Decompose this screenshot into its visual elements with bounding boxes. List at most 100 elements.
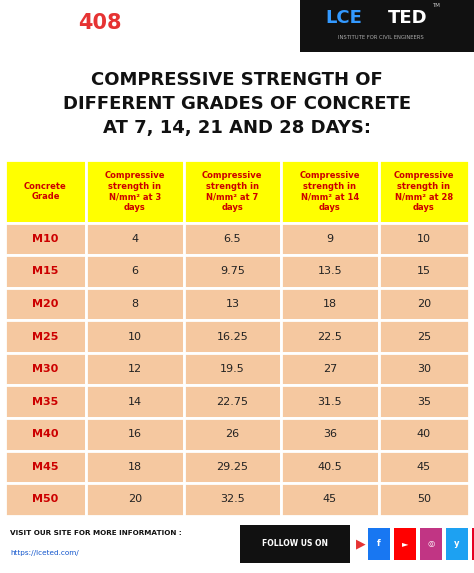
- Bar: [379, 418, 469, 450]
- Text: M35: M35: [32, 397, 58, 407]
- Text: 13.5: 13.5: [318, 266, 342, 276]
- Bar: [379, 483, 469, 516]
- Text: TM: TM: [432, 2, 440, 7]
- Bar: [183, 386, 281, 418]
- Bar: [183, 418, 281, 450]
- Text: ◎: ◎: [428, 539, 435, 548]
- Bar: [240, 525, 350, 563]
- Bar: [379, 320, 469, 353]
- Text: 8: 8: [131, 299, 138, 309]
- Text: 6.5: 6.5: [224, 234, 241, 244]
- Text: M30: M30: [32, 364, 58, 374]
- Text: 408: 408: [78, 13, 121, 33]
- Text: 20: 20: [128, 494, 142, 504]
- Text: M15: M15: [32, 266, 59, 276]
- Bar: [86, 288, 183, 320]
- Text: 6: 6: [131, 266, 138, 276]
- Text: 36: 36: [323, 429, 337, 439]
- Text: M20: M20: [32, 299, 59, 309]
- Bar: [5, 160, 86, 222]
- Text: 10: 10: [417, 234, 431, 244]
- Bar: [281, 483, 379, 516]
- Bar: [86, 160, 183, 222]
- Bar: [420, 528, 442, 560]
- Text: Compressive
strength in
N/mm² at 14
days: Compressive strength in N/mm² at 14 days: [300, 171, 360, 212]
- Text: 18: 18: [128, 462, 142, 472]
- Text: 22.75: 22.75: [216, 397, 248, 407]
- Bar: [379, 255, 469, 288]
- Text: 50: 50: [417, 494, 431, 504]
- Text: 15: 15: [417, 266, 431, 276]
- Bar: [5, 386, 86, 418]
- Bar: [379, 450, 469, 483]
- Text: 9.75: 9.75: [220, 266, 245, 276]
- Text: 10: 10: [128, 332, 142, 342]
- Bar: [183, 450, 281, 483]
- Bar: [86, 483, 183, 516]
- Bar: [379, 386, 469, 418]
- Text: 25: 25: [417, 332, 431, 342]
- Bar: [379, 160, 469, 222]
- Bar: [281, 222, 379, 255]
- Text: 19.5: 19.5: [220, 364, 245, 374]
- Bar: [183, 353, 281, 386]
- Text: M25: M25: [32, 332, 59, 342]
- Bar: [281, 418, 379, 450]
- Bar: [86, 418, 183, 450]
- Text: TIPS: TIPS: [12, 13, 64, 33]
- Text: M40: M40: [32, 429, 59, 439]
- Bar: [281, 353, 379, 386]
- Text: 13: 13: [225, 299, 239, 309]
- Text: ►: ►: [402, 539, 408, 548]
- Bar: [86, 386, 183, 418]
- Bar: [183, 222, 281, 255]
- Text: 4: 4: [131, 234, 138, 244]
- Bar: [5, 222, 86, 255]
- Bar: [5, 450, 86, 483]
- Bar: [472, 528, 474, 560]
- Text: 40: 40: [417, 429, 431, 439]
- Text: INSTITUTE FOR CIVIL ENGINEERS: INSTITUTE FOR CIVIL ENGINEERS: [338, 35, 424, 40]
- Text: 35: 35: [417, 397, 431, 407]
- Text: 14: 14: [128, 397, 142, 407]
- Text: M45: M45: [32, 462, 59, 472]
- Bar: [281, 450, 379, 483]
- Bar: [86, 255, 183, 288]
- Bar: [446, 528, 468, 560]
- Bar: [86, 320, 183, 353]
- Text: f: f: [377, 539, 381, 548]
- Text: TED: TED: [388, 9, 428, 27]
- Text: 16: 16: [128, 429, 142, 439]
- Text: Compressive
strength in
N/mm² at 28
days: Compressive strength in N/mm² at 28 days: [394, 171, 454, 212]
- Text: 45: 45: [417, 462, 431, 472]
- Text: 31.5: 31.5: [318, 397, 342, 407]
- Bar: [300, 0, 474, 52]
- Text: 18: 18: [323, 299, 337, 309]
- Bar: [86, 450, 183, 483]
- Text: 20: 20: [417, 299, 431, 309]
- Text: 9: 9: [326, 234, 334, 244]
- Bar: [281, 320, 379, 353]
- Text: 45: 45: [323, 494, 337, 504]
- Text: M10: M10: [32, 234, 59, 244]
- Bar: [5, 353, 86, 386]
- Text: https://lceted.com/: https://lceted.com/: [10, 550, 79, 556]
- Bar: [5, 418, 86, 450]
- Text: 32.5: 32.5: [220, 494, 245, 504]
- Text: Compressive
strength in
N/mm² at 3
days: Compressive strength in N/mm² at 3 days: [105, 171, 165, 212]
- Bar: [183, 288, 281, 320]
- Bar: [5, 288, 86, 320]
- Bar: [379, 353, 469, 386]
- Text: 29.25: 29.25: [216, 462, 248, 472]
- Text: 26: 26: [225, 429, 239, 439]
- Bar: [394, 528, 416, 560]
- Text: M50: M50: [32, 494, 58, 504]
- Text: Compressive
strength in
N/mm² at 7
days: Compressive strength in N/mm² at 7 days: [202, 171, 263, 212]
- Text: VISIT OUR SITE FOR MORE INFORMATION :: VISIT OUR SITE FOR MORE INFORMATION :: [10, 530, 182, 536]
- Bar: [183, 255, 281, 288]
- Text: 27: 27: [323, 364, 337, 374]
- Text: COMPRESSIVE STRENGTH OF
DIFFERENT GRADES OF CONCRETE
AT 7, 14, 21 AND 28 DAYS:: COMPRESSIVE STRENGTH OF DIFFERENT GRADES…: [63, 70, 411, 137]
- Bar: [183, 320, 281, 353]
- Bar: [5, 255, 86, 288]
- Text: 16.25: 16.25: [217, 332, 248, 342]
